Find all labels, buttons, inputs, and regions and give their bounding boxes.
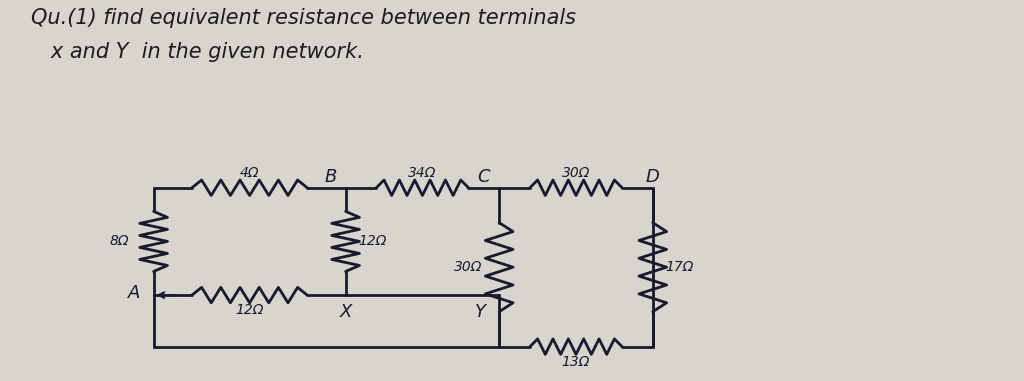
Text: A: A [128, 284, 140, 302]
Text: 34Ω: 34Ω [409, 166, 436, 180]
Text: x and Y  in the given network.: x and Y in the given network. [31, 42, 364, 62]
Text: Qu.(1) find equivalent resistance between terminals: Qu.(1) find equivalent resistance betwee… [31, 8, 575, 28]
Text: 8Ω: 8Ω [110, 234, 129, 248]
Text: 12Ω: 12Ω [236, 303, 264, 317]
Text: 13Ω: 13Ω [562, 355, 590, 369]
Text: Y: Y [474, 303, 485, 321]
Text: 12Ω: 12Ω [358, 234, 387, 248]
Text: X: X [339, 303, 352, 321]
Text: C: C [477, 168, 490, 186]
Text: 17Ω: 17Ω [666, 260, 694, 274]
Text: B: B [324, 168, 337, 186]
Text: 4Ω: 4Ω [240, 166, 259, 180]
Text: 30Ω: 30Ω [455, 260, 482, 274]
Text: D: D [646, 168, 659, 186]
Text: 30Ω: 30Ω [562, 166, 590, 180]
